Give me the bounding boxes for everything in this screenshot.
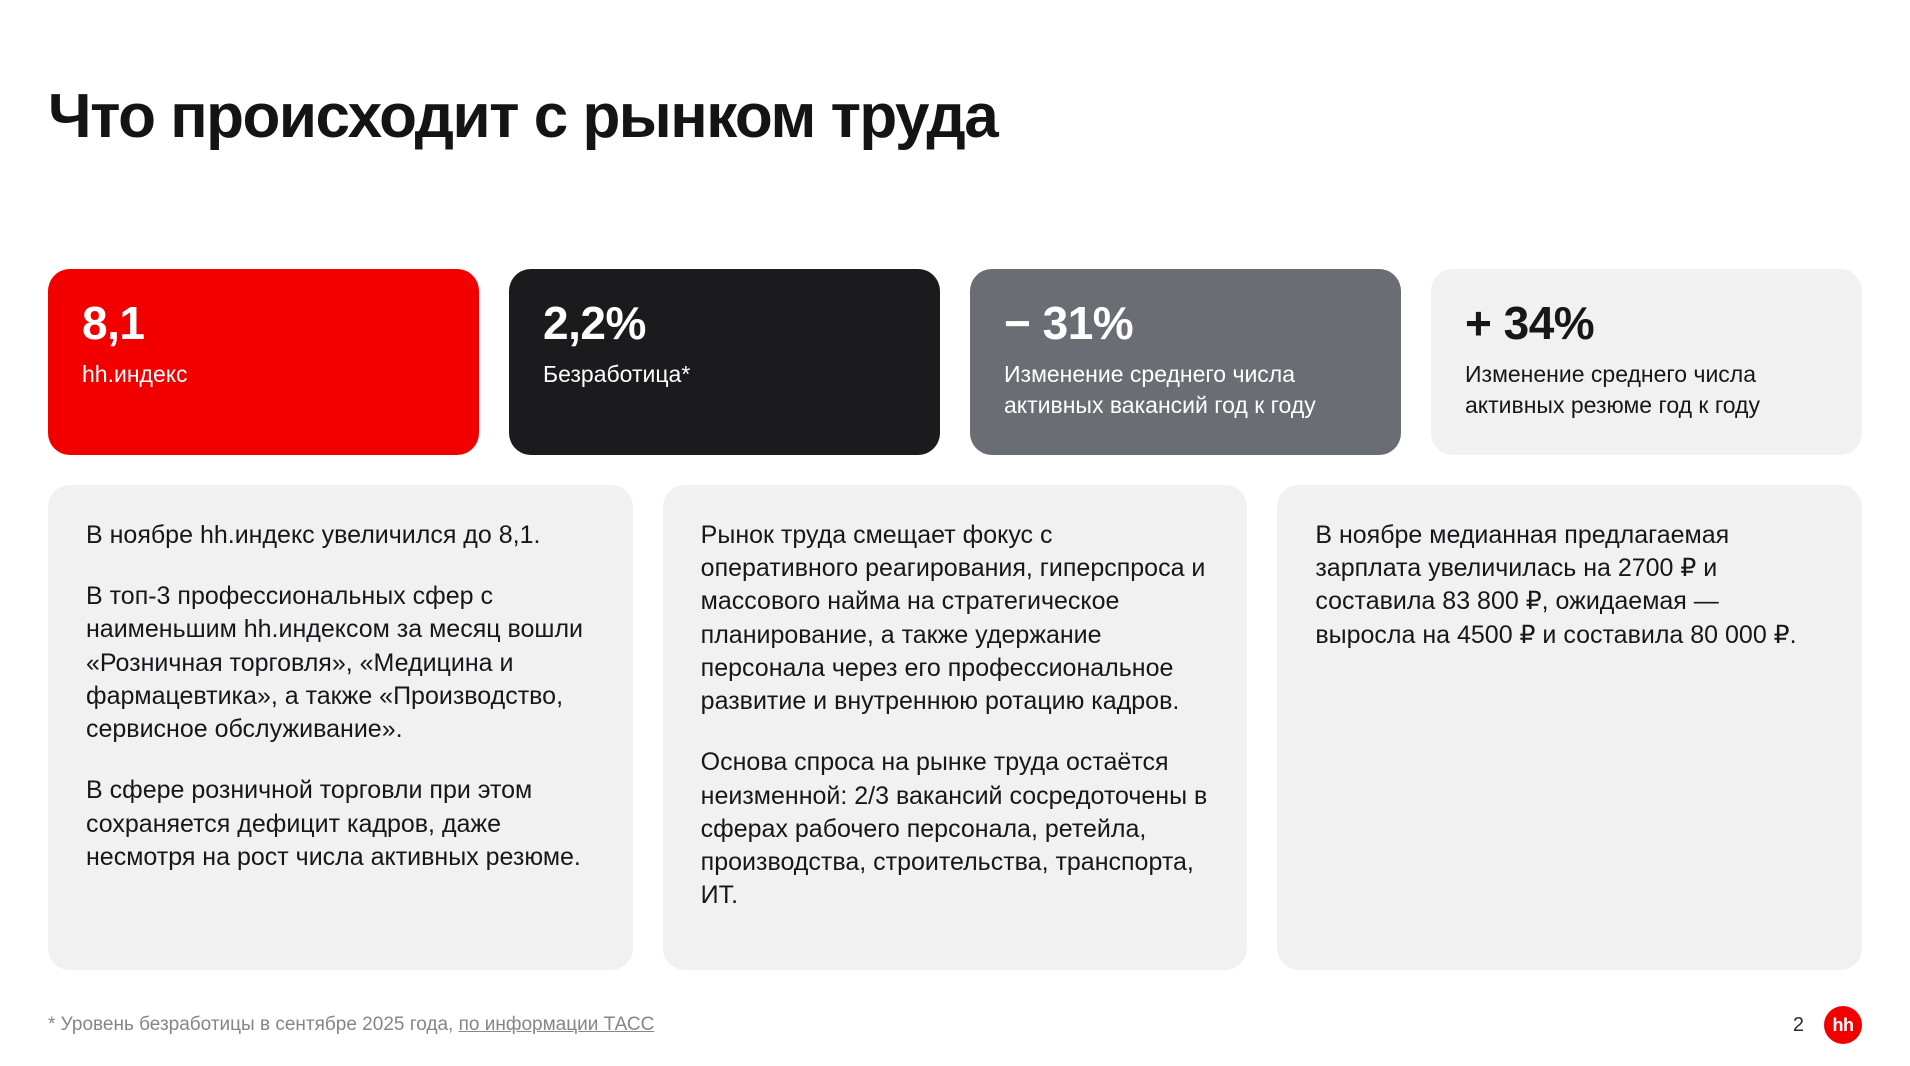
stat-value: + 34% (1465, 296, 1595, 349)
paragraph: В сфере розничной торговли при этом сохр… (86, 776, 581, 871)
paragraph: Рынок труда смещает фокус с оперативного… (700, 520, 1206, 716)
summary-box-hh-index: В ноябре hh.индекс увеличился до 8,1. В … (48, 484, 633, 970)
stat-label: Изменение среднего числа активных резюме… (1465, 361, 1760, 418)
footnote: * Уровень безработицы в сентябре 2025 го… (48, 1014, 654, 1036)
stat-cards-row: 8,1 hh.индекс 2,2% Безработица* − 31% Из… (48, 268, 1862, 455)
summary-box-market-focus: Рынок труда смещает фокус с оперативного… (662, 484, 1248, 970)
footer: * Уровень безработицы в сентябре 2025 го… (48, 1006, 1862, 1044)
summary-boxes-row: В ноябре hh.индекс увеличился до 8,1. В … (48, 484, 1863, 970)
stat-label: Безработица* (543, 361, 691, 388)
stat-card-resume-change: + 34% Изменение среднего числа активных … (1431, 268, 1862, 455)
footnote-text: * Уровень безработицы в сентябре 2025 го… (48, 1014, 459, 1035)
stat-label: Изменение среднего числа активных ваканс… (1004, 361, 1316, 418)
stat-card-hh-index: 8,1 hh.индекс (48, 268, 479, 455)
paragraph: Основа спроса на рынке труда остаётся не… (700, 748, 1208, 910)
hh-logo: hh (1824, 1006, 1862, 1044)
page-number: 2 (1792, 1013, 1804, 1036)
stat-label: hh.индекс (82, 361, 188, 388)
stat-card-vacancies-change: − 31% Изменение среднего числа активных … (970, 268, 1401, 455)
footer-right: 2 hh (1793, 1006, 1862, 1044)
stat-value: 2,2% (543, 296, 646, 349)
footnote-link[interactable]: по информации ТАСС (458, 1014, 655, 1035)
stat-value: 8,1 (82, 296, 145, 349)
paragraph: В ноябре hh.индекс увеличился до 8,1. (86, 520, 541, 549)
stat-card-unemployment: 2,2% Безработица* (509, 268, 940, 455)
page-title: Что происходит с рынком труда (48, 82, 999, 151)
stat-value: − 31% (1004, 296, 1134, 349)
summary-box-salary: В ноябре медианная предлагаемая зарплата… (1277, 484, 1863, 970)
paragraph: В ноябре медианная предлагаемая зарплата… (1315, 520, 1797, 649)
paragraph: В топ-3 профессиональных сфер с наименьш… (86, 582, 584, 744)
